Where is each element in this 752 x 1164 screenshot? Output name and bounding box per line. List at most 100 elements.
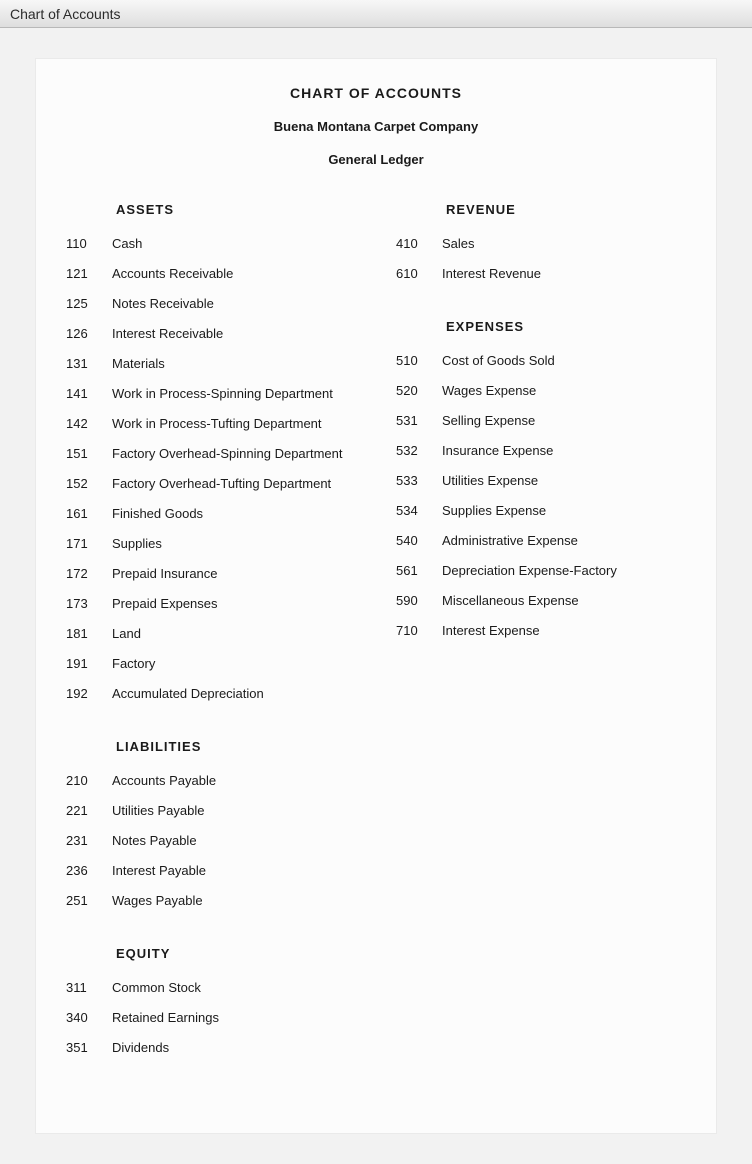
account-code: 531 <box>396 406 436 436</box>
account-code: 236 <box>66 856 106 886</box>
equity-section: EQUITY 311Common Stock340Retained Earnin… <box>66 946 356 1063</box>
account-row: 142Work in Process-Tufting Department <box>66 409 356 439</box>
account-name: Factory Overhead-Tufting Department <box>106 469 356 499</box>
account-name: Interest Revenue <box>436 259 686 289</box>
columns-container: ASSETS 110Cash121Accounts Receivable125N… <box>66 202 686 1093</box>
account-row: 126Interest Receivable <box>66 319 356 349</box>
account-row: 221Utilities Payable <box>66 796 356 826</box>
account-code: 181 <box>66 619 106 649</box>
account-row: 251Wages Payable <box>66 886 356 916</box>
account-code: 710 <box>396 616 436 646</box>
account-name: Factory Overhead-Spinning Department <box>106 439 356 469</box>
account-code: 210 <box>66 766 106 796</box>
account-row: 532Insurance Expense <box>396 436 686 466</box>
account-name: Wages Payable <box>106 886 356 916</box>
account-code: 540 <box>396 526 436 556</box>
left-column: ASSETS 110Cash121Accounts Receivable125N… <box>66 202 356 1093</box>
account-code: 142 <box>66 409 106 439</box>
account-name: Accounts Payable <box>106 766 356 796</box>
account-code: 532 <box>396 436 436 466</box>
account-row: 531Selling Expense <box>396 406 686 436</box>
account-code: 610 <box>396 259 436 289</box>
account-name: Miscellaneous Expense <box>436 586 686 616</box>
account-name: Notes Receivable <box>106 289 356 319</box>
revenue-section: REVENUE 410Sales610Interest Revenue <box>396 202 686 289</box>
account-name: Land <box>106 619 356 649</box>
account-row: 520Wages Expense <box>396 376 686 406</box>
equity-body: 311Common Stock340Retained Earnings351Di… <box>66 973 356 1063</box>
liabilities-section: LIABILITIES 210Accounts Payable221Utilit… <box>66 739 356 916</box>
account-name: Factory <box>106 649 356 679</box>
account-row: 161Finished Goods <box>66 499 356 529</box>
account-code: 590 <box>396 586 436 616</box>
account-row: 351Dividends <box>66 1033 356 1063</box>
account-row: 236Interest Payable <box>66 856 356 886</box>
account-name: Wages Expense <box>436 376 686 406</box>
account-name: Prepaid Expenses <box>106 589 356 619</box>
account-row: 131Materials <box>66 349 356 379</box>
account-name: Utilities Payable <box>106 796 356 826</box>
account-name: Utilities Expense <box>436 466 686 496</box>
account-name: Interest Payable <box>106 856 356 886</box>
account-code: 131 <box>66 349 106 379</box>
account-row: 151Factory Overhead-Spinning Department <box>66 439 356 469</box>
account-code: 231 <box>66 826 106 856</box>
account-row: 121Accounts Receivable <box>66 259 356 289</box>
account-name: Common Stock <box>106 973 356 1003</box>
account-code: 510 <box>396 346 436 376</box>
expenses-section: EXPENSES 510Cost of Goods Sold520Wages E… <box>396 319 686 646</box>
account-name: Retained Earnings <box>106 1003 356 1033</box>
section-title-expenses: EXPENSES <box>446 319 686 334</box>
account-name: Finished Goods <box>106 499 356 529</box>
account-code: 161 <box>66 499 106 529</box>
account-code: 221 <box>66 796 106 826</box>
account-name: Prepaid Insurance <box>106 559 356 589</box>
account-row: 590Miscellaneous Expense <box>396 586 686 616</box>
account-row: 191Factory <box>66 649 356 679</box>
account-code: 192 <box>66 679 106 709</box>
account-name: Depreciation Expense-Factory <box>436 556 686 586</box>
heading-main: CHART OF ACCOUNTS <box>66 85 686 101</box>
account-code: 125 <box>66 289 106 319</box>
account-code: 152 <box>66 469 106 499</box>
account-row: 540Administrative Expense <box>396 526 686 556</box>
assets-section: ASSETS 110Cash121Accounts Receivable125N… <box>66 202 356 709</box>
account-row: 192Accumulated Depreciation <box>66 679 356 709</box>
account-row: 125Notes Receivable <box>66 289 356 319</box>
account-name: Dividends <box>106 1033 356 1063</box>
account-name: Supplies <box>106 529 356 559</box>
account-code: 561 <box>396 556 436 586</box>
account-code: 340 <box>66 1003 106 1033</box>
account-row: 710Interest Expense <box>396 616 686 646</box>
account-row: 410Sales <box>396 229 686 259</box>
account-name: Cash <box>106 229 356 259</box>
account-name: Administrative Expense <box>436 526 686 556</box>
window-title: Chart of Accounts <box>10 6 121 22</box>
account-name: Materials <box>106 349 356 379</box>
account-row: 231Notes Payable <box>66 826 356 856</box>
account-row: 141Work in Process-Spinning Department <box>66 379 356 409</box>
account-row: 110Cash <box>66 229 356 259</box>
account-row: 171Supplies <box>66 529 356 559</box>
assets-body: 110Cash121Accounts Receivable125Notes Re… <box>66 229 356 709</box>
account-code: 110 <box>66 229 106 259</box>
account-code: 173 <box>66 589 106 619</box>
section-title-assets: ASSETS <box>116 202 356 217</box>
account-row: 311Common Stock <box>66 973 356 1003</box>
account-code: 151 <box>66 439 106 469</box>
account-row: 533Utilities Expense <box>396 466 686 496</box>
account-name: Cost of Goods Sold <box>436 346 686 376</box>
account-row: 510Cost of Goods Sold <box>396 346 686 376</box>
account-code: 251 <box>66 886 106 916</box>
account-row: 172Prepaid Insurance <box>66 559 356 589</box>
account-row: 210Accounts Payable <box>66 766 356 796</box>
account-code: 126 <box>66 319 106 349</box>
section-title-liabilities: LIABILITIES <box>116 739 356 754</box>
revenue-body: 410Sales610Interest Revenue <box>396 229 686 289</box>
account-row: 534Supplies Expense <box>396 496 686 526</box>
account-code: 121 <box>66 259 106 289</box>
account-row: 340Retained Earnings <box>66 1003 356 1033</box>
account-code: 311 <box>66 973 106 1003</box>
account-name: Sales <box>436 229 686 259</box>
heading-block: CHART OF ACCOUNTS Buena Montana Carpet C… <box>66 85 686 167</box>
